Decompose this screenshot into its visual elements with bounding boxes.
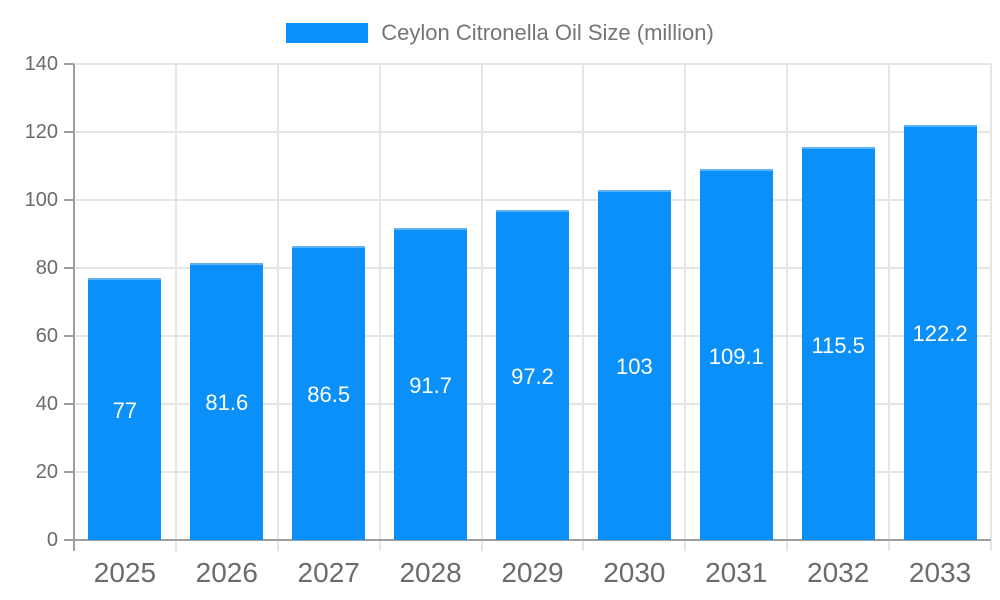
y-axis-tick [64, 403, 74, 405]
bar[interactable]: 81.6 [190, 262, 264, 540]
bar[interactable]: 97.2 [496, 209, 569, 540]
x-axis-tick-label: 2033 [908, 557, 972, 588]
x-axis-tick-label: 2030 [603, 557, 666, 588]
gridline-vertical [888, 64, 891, 551]
gridline-vertical [174, 64, 177, 551]
bar[interactable]: 115.5 [801, 147, 875, 540]
bar-value-label: 103 [616, 353, 653, 379]
y-axis-tick-label: 80 [35, 257, 58, 279]
bar[interactable]: 103 [597, 189, 671, 540]
bar-value-label: 115.5 [811, 332, 865, 358]
x-axis-tick-label: 2028 [399, 557, 462, 588]
legend-label[interactable]: Ceylon Citronella Oil Size (million) [381, 20, 714, 45]
gridline-vertical [378, 64, 381, 551]
y-axis-tick [64, 471, 74, 473]
bar[interactable]: 91.7 [394, 228, 468, 540]
y-axis-tick [64, 267, 74, 269]
gridline-vertical [990, 64, 992, 551]
bar-value-label: 109.1 [708, 343, 764, 369]
y-axis-tick-label: 0 [46, 529, 58, 551]
y-axis-tick [64, 131, 74, 133]
bar-value-label: 77 [112, 398, 138, 424]
bar-value-label: 122.2 [912, 321, 968, 347]
y-axis-tick-label: 20 [35, 461, 58, 483]
y-axis-tick-label: 60 [35, 325, 58, 347]
bar-value-label: 97.2 [511, 363, 554, 389]
bar[interactable]: 122.2 [903, 124, 977, 540]
gridline-vertical [480, 64, 483, 551]
legend-swatch-icon[interactable] [286, 23, 369, 43]
gridline-horizontal [74, 199, 991, 201]
gridline-vertical [582, 64, 585, 551]
x-axis-line [64, 539, 991, 541]
bar[interactable]: 77 [88, 278, 162, 540]
bar-value-label: 91.7 [409, 373, 453, 399]
x-axis-tick-label: 2027 [297, 557, 360, 588]
gridline-horizontal [74, 131, 991, 133]
y-axis-tick [64, 199, 74, 201]
x-axis-tick-label: 2025 [93, 557, 157, 588]
bar[interactable]: 86.5 [292, 245, 366, 540]
x-axis-tick-label: 2031 [705, 557, 768, 588]
gridline-vertical [786, 64, 789, 551]
gridline-vertical [276, 64, 279, 551]
x-axis-tick-label: 2026 [195, 557, 258, 588]
y-axis-tick-label: 100 [24, 189, 58, 211]
bar-value-label: 81.6 [205, 390, 249, 416]
bar-value-label: 86.5 [307, 381, 351, 407]
legend[interactable]: Ceylon Citronella Oil Size (million) [0, 20, 1000, 46]
y-axis-line [73, 64, 75, 551]
y-axis-tick [64, 63, 74, 65]
gridline-horizontal [74, 63, 991, 65]
x-axis-tick-label: 2029 [501, 557, 564, 588]
bar[interactable]: 109.1 [699, 169, 773, 540]
gridline-vertical [684, 64, 687, 551]
y-axis-tick-label: 40 [35, 393, 58, 415]
y-axis-tick [64, 335, 74, 337]
x-axis-tick-label: 2032 [807, 557, 870, 588]
y-axis-tick-label: 140 [24, 53, 58, 75]
y-axis-tick-label: 120 [24, 121, 58, 143]
